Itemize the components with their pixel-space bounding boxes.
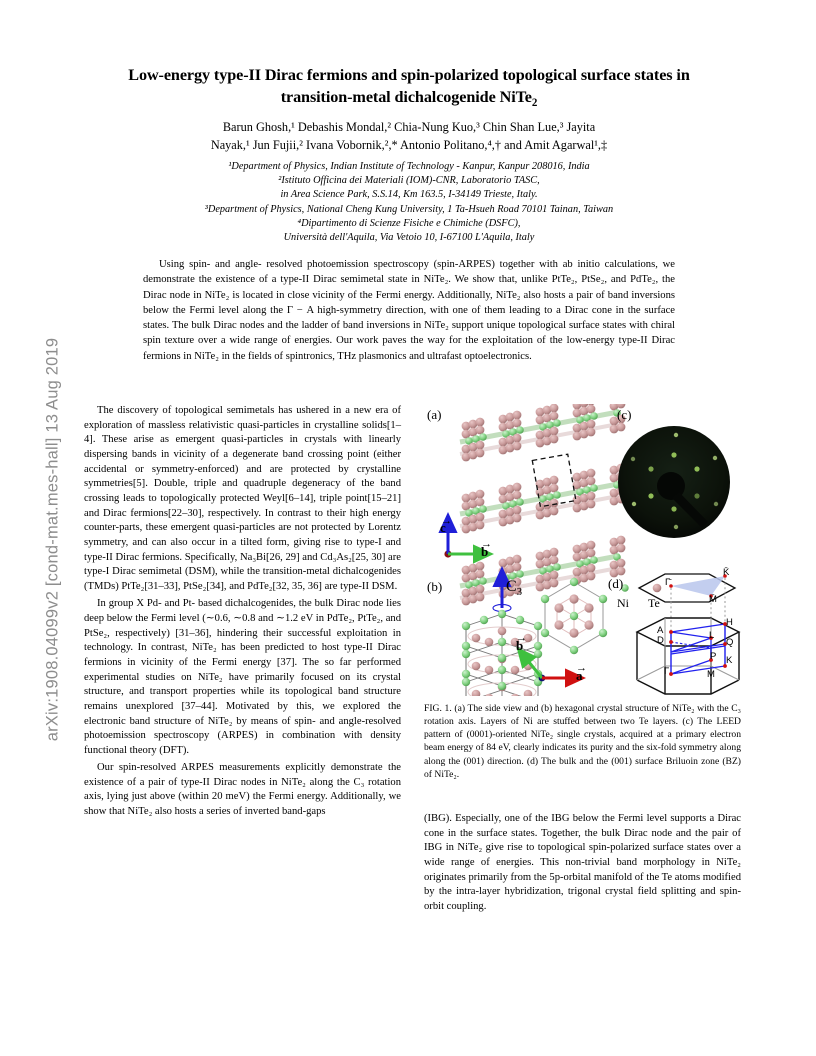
panel-c-leed-pattern — [618, 426, 730, 538]
body-column-right: (IBG). Especially, one of the IBG below … — [424, 812, 741, 915]
title-line-2: transition-metal dichalcogenide NiTe2 — [84, 86, 734, 110]
c3-letter: C — [506, 578, 517, 595]
affiliation-list: ¹Department of Physics, Indian Institute… — [84, 160, 734, 245]
vector-b2-label: b → — [516, 632, 527, 654]
axis-gizmo-b — [516, 646, 586, 688]
vector-b-arrow-accent: → — [481, 538, 492, 550]
author-line-2: Nayak,¹ Jun Fujii,² Ivana Vobornik,²,* A… — [210, 137, 608, 152]
vector-c-glyph: c — [440, 520, 446, 535]
figure-1: (a) (b) (c) (d) c → b → b → a → C3 Ni Te… — [424, 391, 741, 739]
affiliation-4b: Università dell'Aquila, Via Vetoio 10, I… — [283, 232, 535, 244]
author-list: Barun Ghosh,¹ Debashis Mondal,² Chia-Nun… — [130, 119, 688, 155]
affiliation-3: ³Department of Physics, National Cheng K… — [204, 203, 614, 215]
body-column-left: The discovery of topological semimetals … — [84, 404, 401, 820]
abstract: Using spin- and angle- resolved photoemi… — [143, 259, 675, 362]
vector-a-label: a → — [576, 662, 587, 684]
paragraph-right-1: (IBG). Especially, one of the IBG below … — [424, 813, 741, 913]
title-line-2-text: transition-metal dichalcogenide NiTe — [280, 88, 532, 107]
vector-b2-arrow-accent: → — [516, 632, 527, 644]
vector-b-glyph: b — [481, 544, 489, 559]
vector-a-arrow-accent: → — [576, 662, 587, 674]
affiliation-2: ²Istituto Officina dei Materiali (IOM)-C… — [278, 175, 540, 187]
paragraph-3: Our spin-resolved ARPES measurements exp… — [84, 762, 401, 818]
bz-label-Gamma: Γ — [664, 666, 670, 677]
bz-label-m-bar: M̄ — [709, 594, 717, 605]
panel-a-crystal-side-view — [438, 391, 626, 606]
bz-label-P: P — [710, 651, 717, 662]
panel-d-label: (d) — [608, 576, 624, 591]
bz-label-K: K — [726, 655, 733, 666]
panel-a-label: (a) — [427, 407, 442, 422]
bz-label-H: H — [726, 617, 733, 628]
figure-caption: FIG. 1. (a) The side view and (b) hexago… — [424, 703, 741, 780]
paragraph-1: The discovery of topological semimetals … — [84, 405, 401, 593]
panel-b-label: (b) — [427, 579, 443, 594]
vector-c-arrow-accent: → — [441, 515, 452, 527]
affiliation-4: ⁴Dipartimento di Scienze Fisiche e Chimi… — [297, 217, 521, 229]
panel-c-label: (c) — [617, 407, 632, 422]
bz-shaded-wedge — [671, 576, 725, 596]
legend-label-ni: Ni — [617, 596, 629, 610]
figure-1-graphic — [438, 391, 741, 739]
bz-label-M: M — [707, 669, 715, 680]
legend-ni-dot — [621, 584, 629, 592]
title-subscript: 2 — [531, 97, 538, 110]
vector-a-glyph: a — [576, 668, 583, 683]
affiliation-1: ¹Department of Physics, Indian Institute… — [228, 161, 590, 172]
c3-subscript: 3 — [516, 586, 523, 599]
page-title: Low-energy type-II Dirac fermions and sp… — [84, 64, 734, 109]
paragraph-2: In group X Pd- and Pt- based dichalcogen… — [84, 598, 401, 756]
affiliation-2b: in Area Science Park, S.S.14, Km 163.5, … — [280, 189, 538, 201]
bz-label-gamma-bar: Γ̄ — [665, 577, 671, 588]
panel-d-brillouin-zone — [635, 573, 741, 695]
author-line-1: Barun Ghosh,¹ Debashis Mondal,² Chia-Nun… — [222, 120, 596, 134]
c3-label: C3 — [506, 578, 523, 599]
arxiv-stamp: arXiv:1908.04099v2 [cond-mat.mes-hall] 1… — [43, 337, 62, 742]
legend-te-dot — [652, 583, 662, 593]
bz-label-Q: Q — [726, 637, 734, 648]
bz-label-k-bar: K̄ — [723, 567, 730, 578]
title-line-1: Low-energy type-II Dirac fermions and sp… — [128, 66, 690, 84]
legend-label-te: Te — [648, 596, 660, 610]
panel-b-top-view — [540, 577, 608, 655]
vector-c-label: c → — [440, 515, 452, 536]
bz-label-A: A — [657, 625, 664, 636]
bz-label-L: L — [709, 630, 715, 641]
vector-b2-glyph: b — [516, 638, 524, 653]
axis-gizmo-a — [438, 512, 494, 564]
vector-b-label: b → — [481, 538, 492, 560]
bz-label-D: D — [657, 635, 664, 646]
